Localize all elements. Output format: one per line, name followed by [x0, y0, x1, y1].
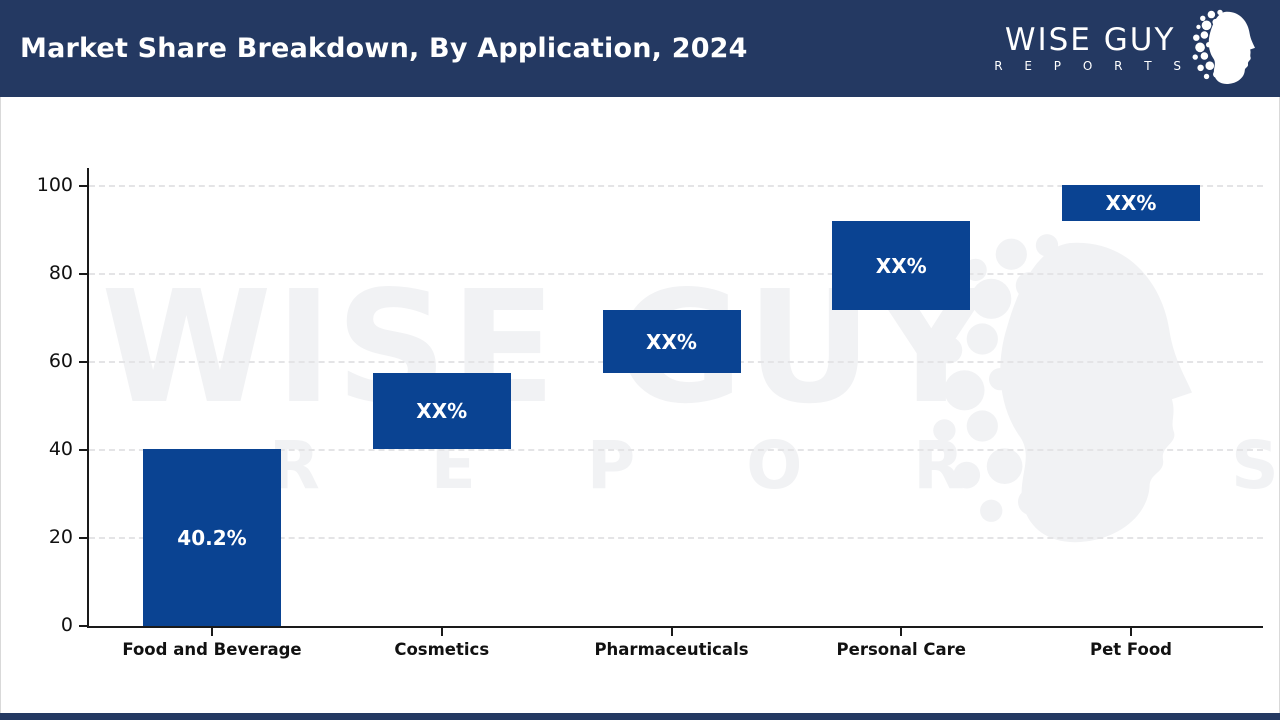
x-tick-mark [1130, 628, 1132, 636]
y-tick-mark [79, 361, 89, 363]
bar-value-label: XX% [875, 253, 927, 278]
y-tick-mark [79, 185, 89, 187]
watermark-face-icon [933, 234, 1192, 543]
bar: XX% [1062, 185, 1200, 222]
waterfall-chart: 0 20 40 60 80 100 40.2% Food and Beverage XX% Cos… [1, 97, 1279, 713]
x-tick-label: Food and Beverage [122, 640, 302, 659]
bar-value-label: XX% [1105, 191, 1157, 216]
gridline [89, 273, 1263, 275]
x-tick-mark [900, 628, 903, 636]
x-tick-label: Personal Care [836, 640, 966, 659]
y-tick-mark [79, 273, 89, 275]
brand-logo: WISE GUY R E P O R T S [990, 8, 1262, 90]
y-tick-mark [79, 449, 89, 451]
page-title: Market Share Breakdown, By Application, … [20, 33, 748, 64]
y-tick-label: 20 [48, 526, 73, 548]
x-tick-label: Cosmetics [394, 640, 490, 659]
bar-value-label: XX% [646, 329, 697, 354]
bar: XX% [602, 310, 741, 373]
logo-text: WISE GUY R E P O R T S [990, 24, 1190, 73]
x-tick-mark [670, 628, 673, 636]
y-tick-mark [79, 625, 89, 627]
bar-value-label: XX% [416, 399, 468, 424]
y-tick-label: 0 [60, 614, 73, 636]
logo-subtitle: R E P O R T S [994, 58, 1190, 73]
y-tick-label: 80 [48, 262, 73, 284]
x-tick-mark [440, 628, 443, 636]
x-tick-label: Pharmaceuticals [594, 640, 749, 659]
y-tick-label: 60 [48, 350, 73, 372]
header: Market Share Breakdown, By Application, … [0, 0, 1280, 97]
bar: 40.2% [143, 449, 281, 626]
x-tick-label: Pet Food [1089, 640, 1172, 659]
y-axis [87, 168, 89, 628]
y-tick-mark [79, 537, 89, 539]
footer-bar [0, 713, 1280, 720]
x-tick-mark [211, 628, 213, 636]
gridline [89, 537, 1263, 539]
gridline [89, 449, 1263, 451]
x-axis [87, 626, 1263, 628]
logo-wordmark: WISE GUY [1004, 22, 1176, 59]
bar: XX% [372, 373, 511, 450]
bar-value-label: 40.2% [177, 525, 247, 550]
bar: XX% [832, 221, 971, 311]
y-tick-label: 40 [48, 438, 73, 460]
chart-canvas: WISE GUY R E P O R T S 0 20 40 60 80 100 40.2%… [0, 97, 1280, 713]
y-tick-label: 100 [36, 174, 73, 196]
gridline [89, 185, 1263, 187]
wiseguy-face-icon [1192, 9, 1255, 84]
